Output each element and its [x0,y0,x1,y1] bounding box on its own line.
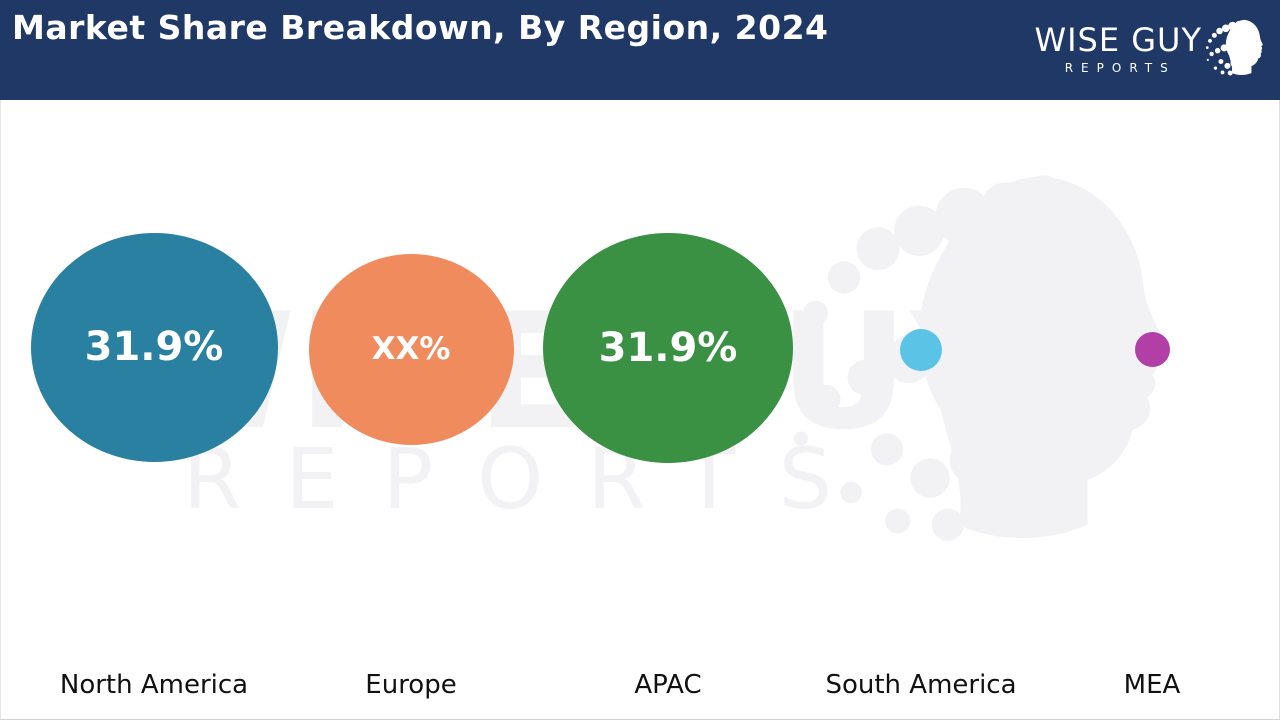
bubble-layer: 31.9% XX% 31.9% [1,100,1279,719]
page-title: Market Share Breakdown, By Region, 2024 [12,8,829,47]
category-label-north-america: North America [59,670,249,700]
bubble-value-apac: 31.9% [598,325,738,371]
chart-area: WISE GUY REPORTS 31.9%XX%31.9% North Ame… [0,100,1280,720]
logo-wordmark: WISE GUY [1034,21,1202,59]
header: Market Share Breakdown, By Region, 2024 … [0,0,1280,100]
bubble-north-america: 31.9% [30,232,278,462]
bubble-value-europe: XX% [371,331,451,367]
wise-guy-head-icon [1205,19,1263,76]
category-label-europe: Europe [365,670,457,700]
category-label-mea: MEA [1123,670,1181,700]
bubble-value-north-america: 31.9% [84,324,224,370]
category-label-south-america: South America [825,670,1017,700]
bubble-europe: XX% [308,253,514,445]
bubble-apac: 31.9% [543,233,793,463]
category-label-row: North America Europe APAC South America MEA [1,100,1279,719]
wise-guy-logo: WISE GUY REPORTS [1034,6,1264,92]
logo-text: WISE GUY REPORTS [1034,22,1202,76]
logo-subtext: REPORTS [1064,61,1176,75]
category-label-apac: APAC [634,670,702,700]
